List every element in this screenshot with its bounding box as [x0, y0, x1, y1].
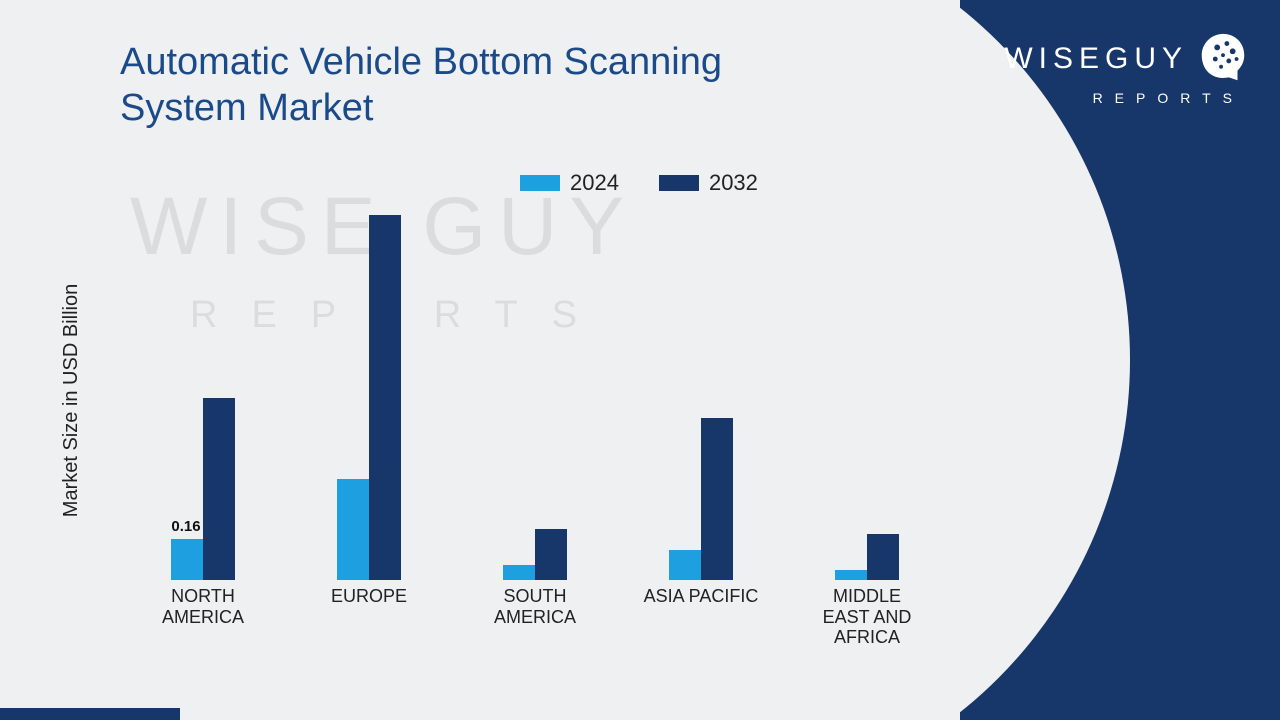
category-label: NORTH AMERICA — [143, 586, 263, 627]
bar-2024 — [835, 570, 867, 580]
bar-2032 — [535, 529, 567, 580]
bar-2024 — [669, 550, 701, 580]
brand-logo: WISEGUY REPORTS — [1004, 30, 1252, 106]
canvas: WISEGUY REPORTS Automatic Vehicle Bottom… — [0, 0, 1280, 720]
bar-group — [475, 200, 595, 580]
y-axis-label: Market Size in USD Billion — [60, 210, 84, 590]
bar-chart: Market Size in USD Billion 2024 2032 0.1… — [60, 170, 960, 670]
category-label: MIDDLE EAST AND AFRICA — [807, 586, 927, 648]
bar-group — [807, 200, 927, 580]
swatch-icon — [659, 175, 699, 191]
bar-2024 — [337, 479, 369, 580]
bar-2032 — [203, 398, 235, 580]
swatch-icon — [520, 175, 560, 191]
bar-group: 0.16 — [143, 200, 263, 580]
category-label: ASIA PACIFIC — [641, 586, 761, 607]
chart-title: Automatic Vehicle Bottom Scanning System… — [120, 40, 820, 131]
footer-accent — [0, 708, 180, 720]
legend-item-2024: 2024 — [520, 170, 619, 196]
plot-area: 0.16 — [120, 200, 950, 580]
bar-2032 — [867, 534, 899, 580]
value-label: 0.16 — [161, 518, 211, 535]
bar-group — [641, 200, 761, 580]
category-label: SOUTH AMERICA — [475, 586, 595, 627]
bar-2024 — [171, 539, 203, 580]
legend-item-2032: 2032 — [659, 170, 758, 196]
category-label: EUROPE — [309, 586, 429, 607]
logo-text-1: WISEGUY — [1004, 42, 1188, 76]
bar-2024 — [503, 565, 535, 580]
bar-group — [309, 200, 429, 580]
head-icon — [1194, 30, 1252, 88]
bar-2032 — [369, 215, 401, 580]
legend: 2024 2032 — [520, 170, 758, 196]
bar-2032 — [701, 418, 733, 580]
logo-text-2: REPORTS — [1004, 90, 1244, 106]
